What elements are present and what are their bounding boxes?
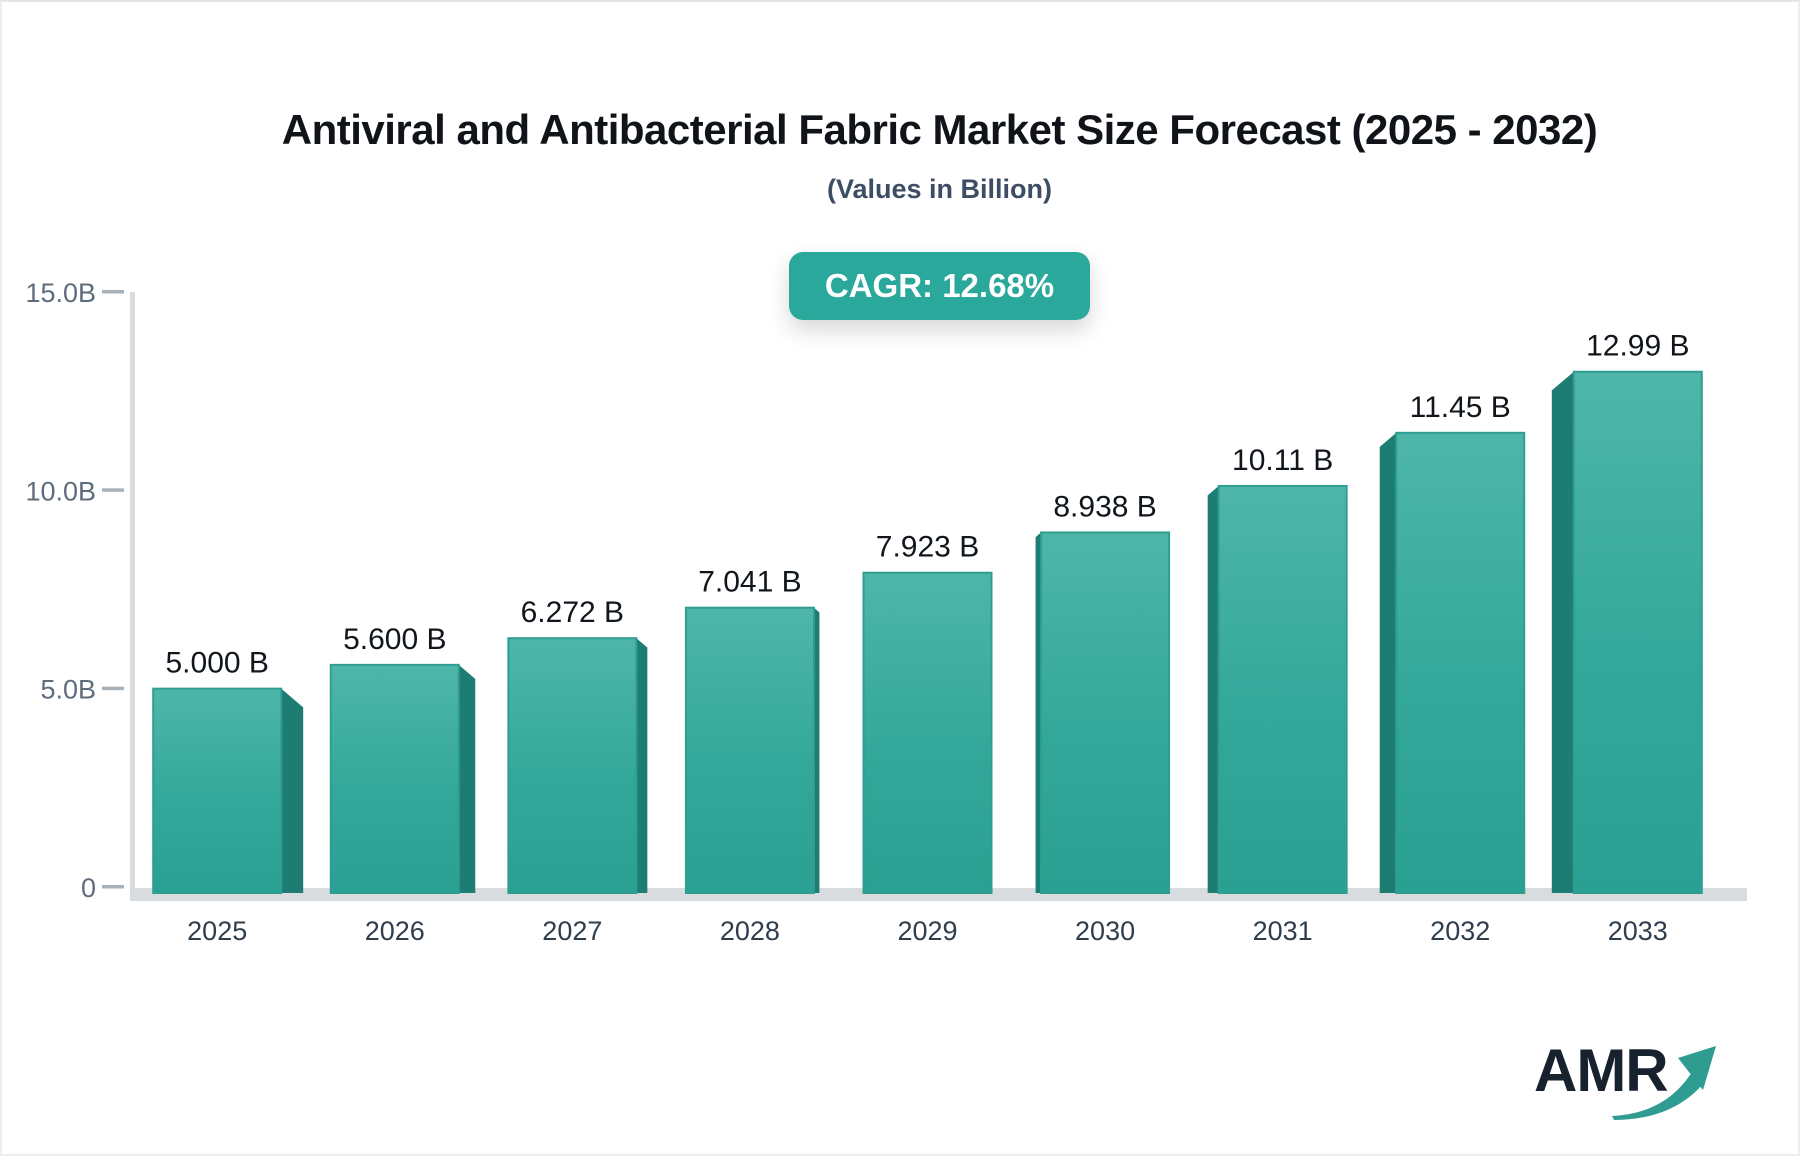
cagr-badge: CAGR: 12.68% bbox=[788, 252, 1091, 320]
y-tick-mark bbox=[102, 686, 124, 691]
bar-2029 bbox=[862, 571, 993, 894]
bar-value-label: 7.041 B bbox=[698, 566, 801, 599]
bar-2027 bbox=[507, 637, 638, 895]
x-tick-label: 2030 bbox=[1075, 916, 1135, 946]
y-tick-label: 5.0B bbox=[40, 675, 96, 705]
x-tick-label: 2032 bbox=[1430, 916, 1490, 946]
bar-value-label: 10.11 B bbox=[1232, 444, 1333, 477]
bar-side-face bbox=[1035, 532, 1042, 893]
y-tick-mark bbox=[102, 290, 124, 294]
bar-value-label: 12.99 B bbox=[1586, 330, 1689, 363]
y-axis-line bbox=[130, 292, 135, 901]
page-subtitle: (Values in Billion) bbox=[826, 174, 1053, 204]
bar-side-face bbox=[1379, 432, 1397, 893]
x-tick-label: 2027 bbox=[542, 916, 602, 946]
bar-value-label: 11.45 B bbox=[1410, 391, 1511, 424]
page-title: Antiviral and Antibacterial Fabric Marke… bbox=[281, 106, 1598, 153]
bar-2033 bbox=[1572, 370, 1703, 895]
bar-2026 bbox=[329, 663, 460, 894]
bar-side-face bbox=[1551, 371, 1574, 894]
bar-2025 bbox=[152, 687, 283, 895]
amr-logo: AMR bbox=[1534, 1032, 1734, 1122]
bar-2032 bbox=[1395, 431, 1526, 894]
bar-side-face bbox=[636, 638, 648, 893]
y-tick-mark bbox=[102, 885, 124, 889]
y-tick-label: 10.0B bbox=[25, 476, 96, 506]
x-tick-label: 2025 bbox=[187, 916, 247, 946]
bar-2030 bbox=[1040, 531, 1171, 895]
bar-value-label: 7.923 B bbox=[876, 531, 979, 564]
bar-side-face bbox=[1207, 485, 1219, 893]
y-tick-label: 0 bbox=[81, 873, 96, 903]
x-tick-label: 2033 bbox=[1608, 916, 1668, 946]
bar-2028 bbox=[684, 606, 815, 894]
bar-2031 bbox=[1217, 484, 1348, 894]
bar-side-face bbox=[813, 607, 820, 893]
growth-arrow-icon bbox=[1612, 1046, 1716, 1120]
amr-logo-text: AMR bbox=[1534, 1037, 1669, 1104]
bar-value-label: 5.000 B bbox=[165, 647, 268, 680]
bar-side-face bbox=[458, 664, 476, 893]
bar-value-label: 8.938 B bbox=[1053, 490, 1156, 523]
x-tick-label: 2029 bbox=[897, 916, 957, 946]
y-tick-label: 15.0B bbox=[25, 278, 96, 308]
bar-value-label: 6.272 B bbox=[521, 596, 624, 629]
bar-side-face bbox=[281, 688, 304, 893]
x-tick-label: 2031 bbox=[1253, 916, 1313, 946]
y-tick-mark bbox=[102, 488, 124, 492]
x-tick-label: 2028 bbox=[720, 916, 780, 946]
cagr-badge-row: CAGR: 12.68% bbox=[132, 252, 1747, 320]
x-tick-label: 2026 bbox=[365, 916, 425, 946]
bar-value-label: 5.600 B bbox=[343, 623, 446, 656]
